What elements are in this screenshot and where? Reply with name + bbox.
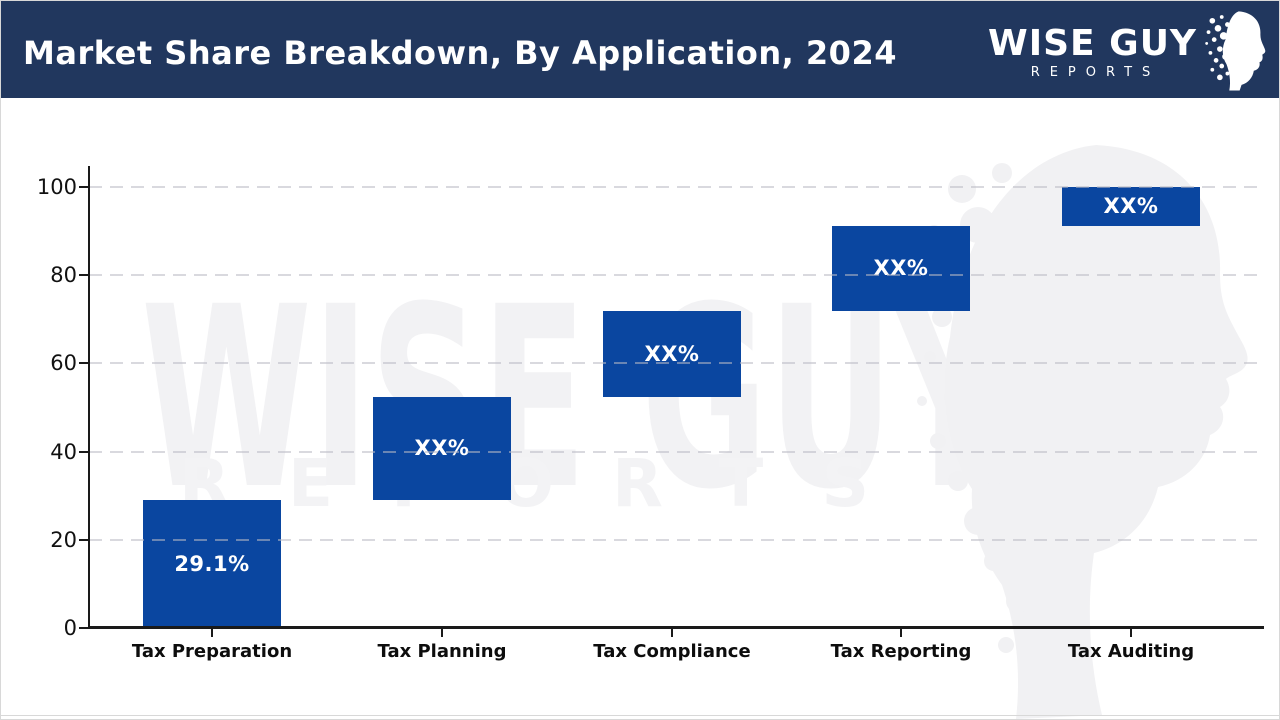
- bar-tax-preparation: 29.1%: [143, 499, 281, 628]
- brand-logo: WISE GUY REPORTS: [988, 7, 1267, 93]
- bar-tax-compliance: XX%: [603, 310, 741, 398]
- gridline-80: [89, 274, 1263, 277]
- watermark-subtitle: REPORTS: [179, 445, 869, 522]
- x-axis-category-label: Tax Compliance: [593, 641, 751, 662]
- wise-guy-face-icon: [1205, 11, 1266, 91]
- brand-subtitle: REPORTS: [1030, 65, 1161, 80]
- y-axis-tick-mark: [79, 274, 88, 277]
- bar-value-label: XX%: [644, 342, 700, 367]
- x-axis-category-label: Tax Preparation: [131, 641, 293, 662]
- x-axis-category-label: Tax Planning: [377, 641, 507, 662]
- x-axis-line: [88, 626, 1264, 629]
- x-axis-tick-mark: [671, 629, 673, 637]
- y-axis-tick-mark: [79, 538, 88, 541]
- bar-value-label: 29.1%: [174, 551, 250, 576]
- x-axis-category-label: Tax Reporting: [830, 641, 972, 662]
- gridline-20: [89, 538, 1263, 541]
- bar-value-label: XX%: [1103, 194, 1159, 219]
- y-axis-tick-label: 100: [36, 175, 77, 199]
- y-axis-tick-mark: [79, 627, 88, 629]
- y-axis-tick-label: 60: [50, 351, 77, 376]
- x-axis-tick-mark: [441, 629, 443, 637]
- x-axis-category-label: Tax Auditing: [1067, 641, 1195, 662]
- y-axis-tick-label: 40: [50, 439, 77, 464]
- brand-text: WISE GUY REPORTS: [988, 23, 1197, 80]
- bar-value-label: XX%: [873, 256, 929, 281]
- gridline-40: [89, 450, 1263, 453]
- gridline-100: [89, 186, 1263, 188]
- bar-tax-planning: XX%: [373, 397, 511, 500]
- brand-name: WISE GUY: [987, 23, 1197, 64]
- gridline-60: [89, 362, 1263, 365]
- y-axis-tick-label: 20: [50, 527, 77, 552]
- bar-tax-auditing: XX%: [1062, 187, 1200, 226]
- header-bar: Market Share Breakdown, By Application, …: [1, 1, 1279, 98]
- bottom-border: [1, 715, 1279, 716]
- y-axis-tick-mark: [79, 362, 88, 365]
- y-axis-tick-mark: [79, 450, 88, 453]
- y-axis-tick-label: 80: [50, 263, 77, 288]
- x-axis-tick-mark: [211, 629, 213, 637]
- y-axis-tick-label: 0: [63, 616, 77, 640]
- y-axis-line: [88, 166, 90, 628]
- x-axis-tick-mark: [900, 629, 902, 637]
- bar-tax-reporting: XX%: [832, 225, 970, 311]
- chart-title: Market Share Breakdown, By Application, …: [23, 34, 897, 72]
- bar-value-label: XX%: [414, 436, 470, 461]
- x-axis-tick-mark: [1130, 629, 1132, 637]
- y-axis-tick-mark: [79, 186, 88, 188]
